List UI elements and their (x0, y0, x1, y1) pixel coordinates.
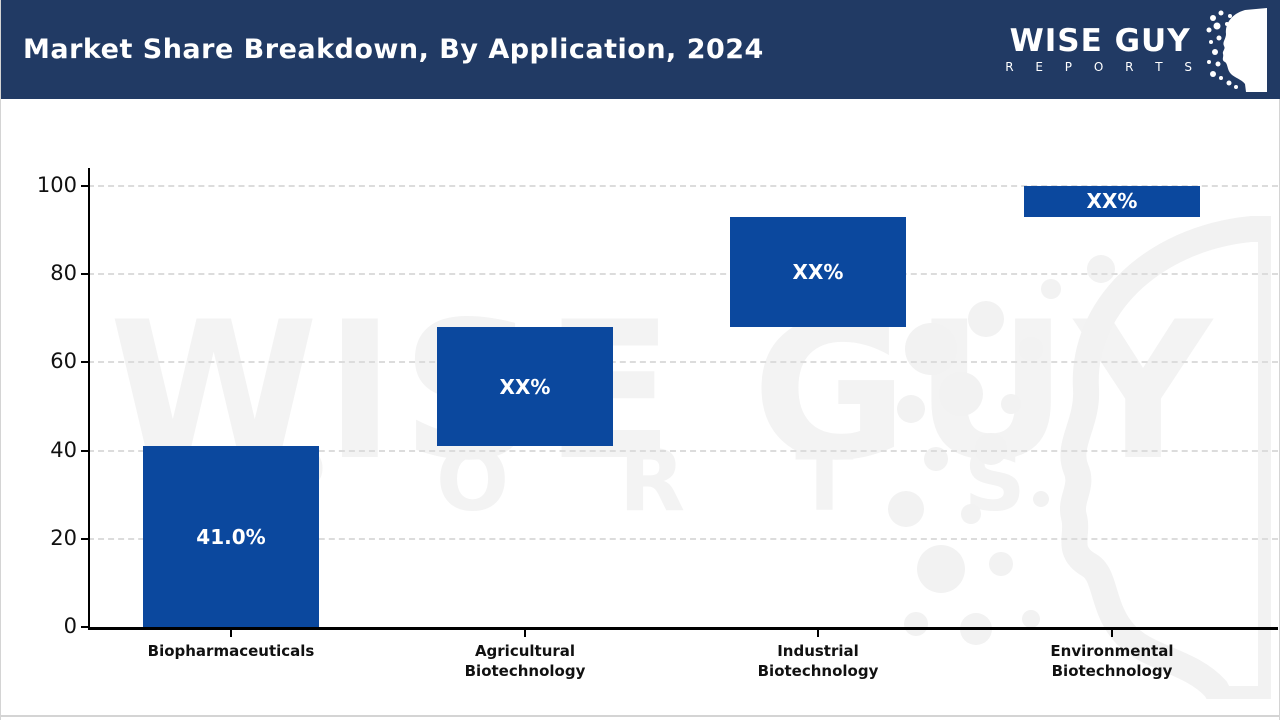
header: Market Share Breakdown, By Application, … (1, 0, 1280, 99)
chart-title: Market Share Breakdown, By Application, … (23, 34, 764, 65)
frame-bottom-border (1, 715, 1280, 717)
y-tick-label: 60 (50, 349, 77, 374)
y-tick-mark (81, 626, 88, 628)
y-tick-label: 20 (50, 525, 77, 550)
bar-value-label: XX% (792, 259, 844, 284)
y-tick-label: 0 (63, 614, 77, 638)
y-tick-label: 100 (36, 173, 77, 197)
y-axis-line (88, 168, 90, 630)
plot-area: WISE GUY P O R T S 41.0% XX% XX% XX% 0 20 40 6… (1, 99, 1280, 717)
gridline-40 (88, 449, 1278, 452)
y-tick-mark (81, 537, 88, 540)
x-tick-mark (230, 630, 232, 637)
gridline-60 (88, 361, 1278, 364)
bar-biopharmaceuticals: 41.0% (143, 446, 319, 627)
watermark-subtext: P O R T S (263, 431, 1066, 531)
x-tick-mark (524, 630, 526, 637)
gridline-80 (88, 273, 1278, 276)
bar-environmental-biotechnology: XX% (1024, 186, 1200, 217)
logo-subtext: R E P O R T S (1005, 59, 1201, 74)
bar-value-label: 41.0% (196, 524, 266, 549)
x-tick-mark (1111, 630, 1113, 637)
bar-industrial-biotechnology: XX% (730, 216, 906, 328)
brand-logo-text: WISE GUY R E P O R T S (999, 25, 1201, 74)
y-tick-mark (81, 361, 88, 364)
dotted-head-profile-icon (1206, 7, 1267, 92)
y-tick-mark (81, 449, 88, 452)
x-category-label: Agricultural Biotechnology (464, 642, 586, 681)
brand-logo: WISE GUY R E P O R T S (999, 7, 1280, 92)
bar-value-label: XX% (1086, 189, 1138, 214)
y-tick-label: 80 (50, 261, 77, 286)
x-category-label: Environmental Biotechnology (1050, 642, 1174, 681)
bar-value-label: XX% (499, 374, 551, 399)
y-tick-mark (81, 273, 88, 276)
x-category-label: Industrial Biotechnology (757, 642, 879, 681)
x-category-label: Biopharmaceuticals (147, 642, 315, 660)
y-tick-mark (81, 185, 88, 187)
y-tick-label: 40 (50, 437, 77, 462)
bar-agricultural-biotechnology: XX% (437, 327, 613, 447)
gridline-100 (88, 185, 1278, 187)
x-axis-line (88, 627, 1278, 630)
gridline-20 (88, 537, 1278, 540)
logo-wordmark: WISE GUY (1009, 23, 1191, 60)
x-tick-mark (817, 630, 819, 637)
